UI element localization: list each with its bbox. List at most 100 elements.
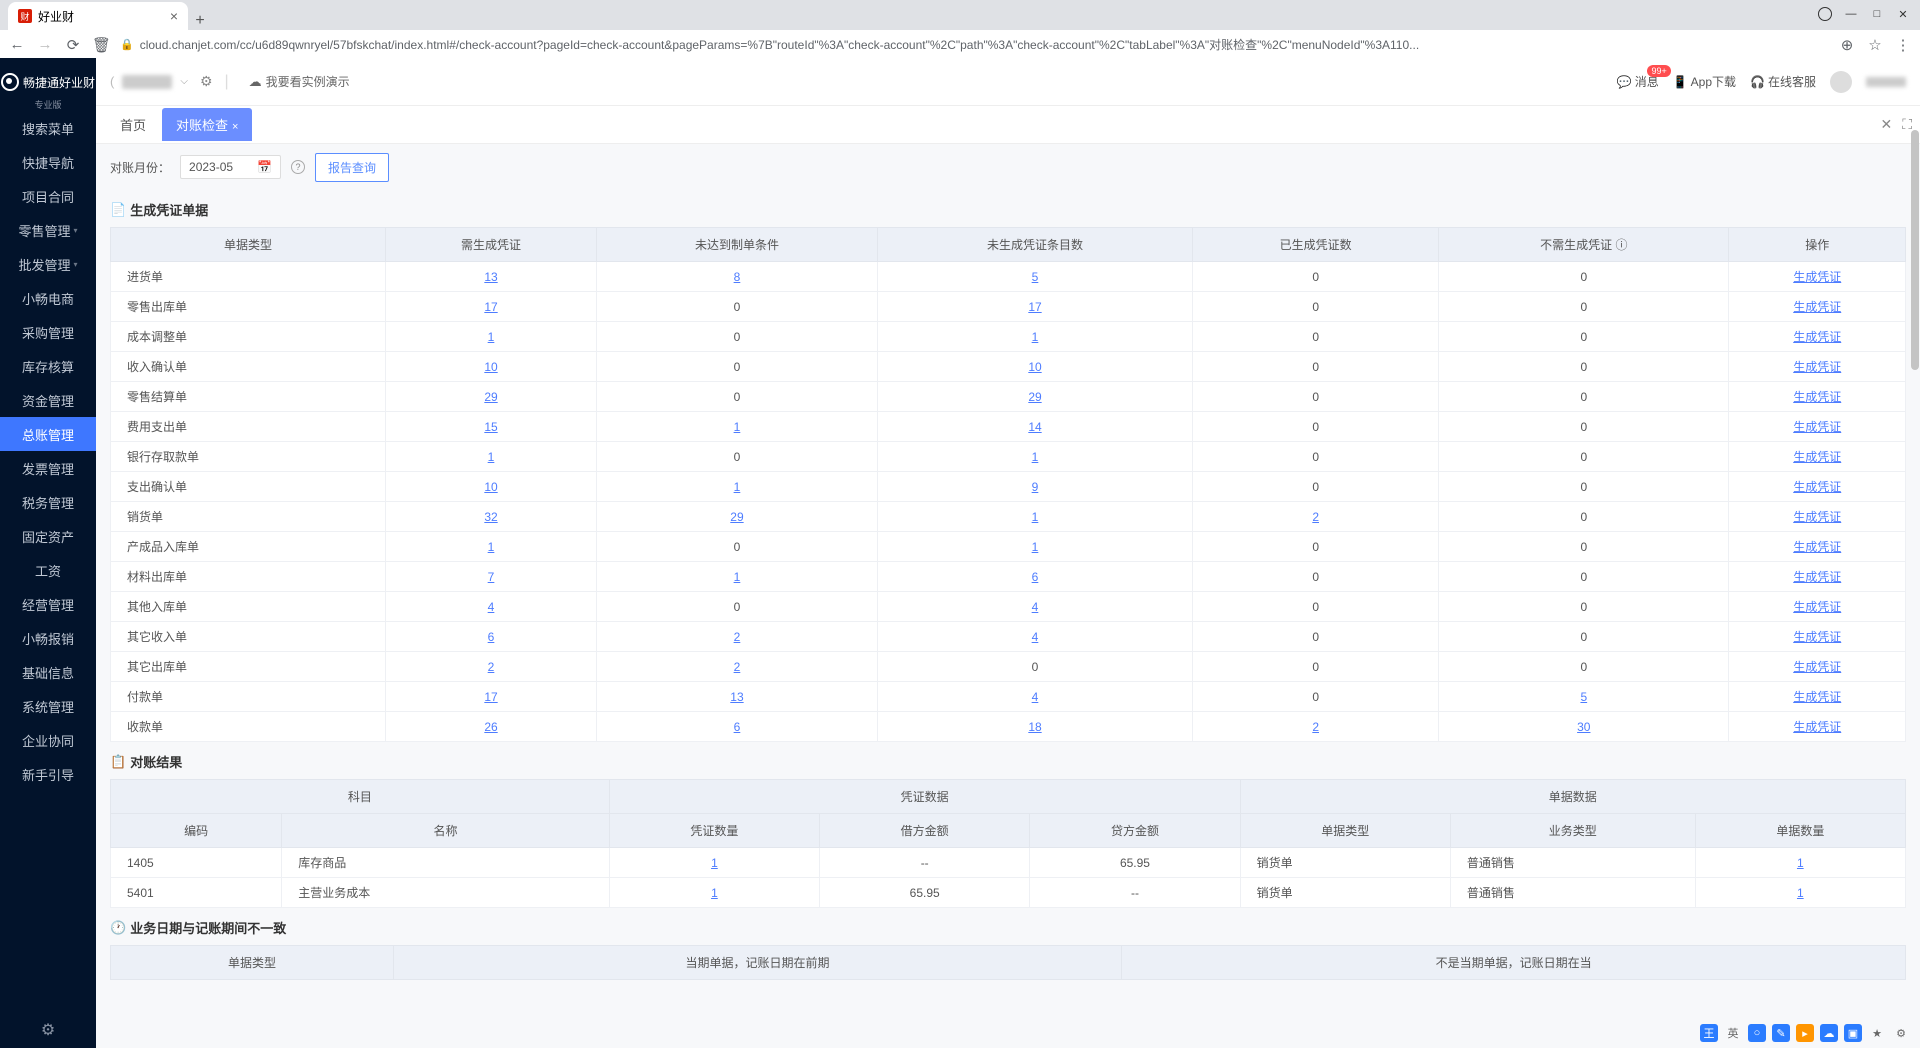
tray-icon-2[interactable]: ✎ bbox=[1772, 1024, 1790, 1042]
tab-close-icon[interactable]: × bbox=[170, 8, 178, 24]
count-link[interactable]: 1 bbox=[1032, 510, 1039, 524]
sidebar-item[interactable]: 库存核算 bbox=[0, 349, 96, 383]
count-link[interactable]: 4 bbox=[1032, 630, 1039, 644]
scrollbar-thumb[interactable] bbox=[1911, 130, 1919, 370]
count-link[interactable]: 29 bbox=[484, 390, 497, 404]
nav-delete-icon[interactable]: 🗑 bbox=[92, 36, 110, 54]
avatar[interactable] bbox=[1830, 71, 1852, 93]
tenant-select[interactable]: ( ⌵ bbox=[110, 74, 188, 89]
count-link[interactable]: 18 bbox=[1028, 720, 1041, 734]
tray-icon-3[interactable]: ▸ bbox=[1796, 1024, 1814, 1042]
generate-voucher-link[interactable]: 生成凭证 bbox=[1793, 570, 1841, 584]
tray-icon-1[interactable]: ○ bbox=[1748, 1024, 1766, 1042]
tray-icon-5[interactable]: ▣ bbox=[1844, 1024, 1862, 1042]
sidebar-item[interactable]: 零售管理 bbox=[0, 213, 96, 247]
count-link[interactable]: 10 bbox=[1028, 360, 1041, 374]
sidebar-settings-icon[interactable]: ⚙ bbox=[0, 1012, 96, 1048]
sidebar-item[interactable]: 基础信息 bbox=[0, 655, 96, 689]
sidebar-item[interactable]: 采购管理 bbox=[0, 315, 96, 349]
count-link[interactable]: 1 bbox=[1032, 330, 1039, 344]
browser-tab[interactable]: 财 好业财 × bbox=[8, 2, 188, 30]
service-button[interactable]: 🎧 在线客服 bbox=[1750, 73, 1816, 90]
tab-close-icon[interactable]: × bbox=[232, 121, 238, 133]
count-link[interactable]: 6 bbox=[734, 720, 741, 734]
generate-voucher-link[interactable]: 生成凭证 bbox=[1793, 510, 1841, 524]
window-close-icon[interactable]: ✕ bbox=[1892, 4, 1914, 24]
demo-link[interactable]: ☁ 我要看实例演示 bbox=[249, 73, 350, 90]
tray-lang-icon[interactable]: 英 bbox=[1724, 1024, 1742, 1042]
count-link[interactable]: 2 bbox=[734, 660, 741, 674]
help-icon[interactable]: ? bbox=[291, 160, 305, 174]
count-link[interactable]: 1 bbox=[734, 570, 741, 584]
count-link[interactable]: 7 bbox=[488, 570, 495, 584]
count-link[interactable]: 15 bbox=[484, 420, 497, 434]
generate-voucher-link[interactable]: 生成凭证 bbox=[1793, 450, 1841, 464]
generate-voucher-link[interactable]: 生成凭证 bbox=[1793, 390, 1841, 404]
tray-ime-icon[interactable]: 王 bbox=[1700, 1024, 1718, 1042]
sidebar-item[interactable]: 小畅报销 bbox=[0, 621, 96, 655]
count-link[interactable]: 13 bbox=[730, 690, 743, 704]
star-icon[interactable]: ☆ bbox=[1866, 36, 1884, 54]
url-box[interactable]: 🔒 cloud.chanjet.com/cc/u6d89qwnryel/57bf… bbox=[120, 36, 1828, 53]
count-link[interactable]: 4 bbox=[1032, 690, 1039, 704]
download-button[interactable]: 📱 App下载 bbox=[1673, 73, 1736, 90]
sidebar-item[interactable]: 项目合同 bbox=[0, 179, 96, 213]
tab-check-account[interactable]: 对账检查× bbox=[162, 108, 252, 141]
count-link[interactable]: 17 bbox=[1028, 300, 1041, 314]
tray-icon-7[interactable]: ⚙ bbox=[1892, 1024, 1910, 1042]
count-link[interactable]: 1 bbox=[488, 330, 495, 344]
count-link[interactable]: 4 bbox=[488, 600, 495, 614]
generate-voucher-link[interactable]: 生成凭证 bbox=[1793, 720, 1841, 734]
generate-voucher-link[interactable]: 生成凭证 bbox=[1793, 660, 1841, 674]
generate-voucher-link[interactable]: 生成凭证 bbox=[1793, 270, 1841, 284]
sidebar-item[interactable]: 系统管理 bbox=[0, 689, 96, 723]
count-link[interactable]: 2 bbox=[488, 660, 495, 674]
sidebar-item[interactable]: 企业协同 bbox=[0, 723, 96, 757]
count-link[interactable]: 14 bbox=[1028, 420, 1041, 434]
count-link[interactable]: 1 bbox=[734, 420, 741, 434]
count-link[interactable]: 9 bbox=[1032, 480, 1039, 494]
count-link[interactable]: 1 bbox=[1032, 540, 1039, 554]
generate-voucher-link[interactable]: 生成凭证 bbox=[1793, 420, 1841, 434]
count-link[interactable]: 26 bbox=[484, 720, 497, 734]
nav-back-icon[interactable]: ← bbox=[8, 36, 26, 53]
count-link[interactable]: 5 bbox=[1580, 690, 1587, 704]
count-link[interactable]: 10 bbox=[484, 360, 497, 374]
count-link[interactable]: 2 bbox=[1312, 510, 1319, 524]
nav-forward-icon[interactable]: → bbox=[36, 36, 54, 53]
sidebar-item[interactable]: 搜索菜单 bbox=[0, 111, 96, 145]
sidebar-item[interactable]: 税务管理 bbox=[0, 485, 96, 519]
report-query-button[interactable]: 报告查询 bbox=[315, 153, 389, 182]
sidebar-item[interactable]: 发票管理 bbox=[0, 451, 96, 485]
count-link[interactable]: 2 bbox=[1312, 720, 1319, 734]
generate-voucher-link[interactable]: 生成凭证 bbox=[1793, 300, 1841, 314]
sidebar-item[interactable]: 小畅电商 bbox=[0, 281, 96, 315]
generate-voucher-link[interactable]: 生成凭证 bbox=[1793, 480, 1841, 494]
count-link[interactable]: 32 bbox=[484, 510, 497, 524]
count-link[interactable]: 13 bbox=[484, 270, 497, 284]
scrollbar[interactable] bbox=[1910, 130, 1920, 1048]
new-tab-button[interactable]: + bbox=[188, 12, 212, 30]
generate-voucher-link[interactable]: 生成凭证 bbox=[1793, 330, 1841, 344]
sidebar-item[interactable]: 新手引导 bbox=[0, 757, 96, 791]
sidebar-item[interactable]: 经营管理 bbox=[0, 587, 96, 621]
generate-voucher-link[interactable]: 生成凭证 bbox=[1793, 540, 1841, 554]
sidebar-item[interactable]: 资金管理 bbox=[0, 383, 96, 417]
sidebar-item[interactable]: 固定资产 bbox=[0, 519, 96, 553]
generate-voucher-link[interactable]: 生成凭证 bbox=[1793, 630, 1841, 644]
sidebar-item[interactable]: 快捷导航 bbox=[0, 145, 96, 179]
count-link[interactable]: 1 bbox=[711, 886, 718, 900]
sidebar-item[interactable]: 工资 bbox=[0, 553, 96, 587]
count-link[interactable]: 30 bbox=[1577, 720, 1590, 734]
count-link[interactable]: 1 bbox=[488, 450, 495, 464]
count-link[interactable]: 2 bbox=[734, 630, 741, 644]
month-input[interactable]: 2023-05 📅 bbox=[180, 155, 281, 179]
count-link[interactable]: 6 bbox=[488, 630, 495, 644]
tabs-close-all-icon[interactable]: ✕ bbox=[1880, 116, 1892, 133]
gear-icon[interactable]: ⚙ bbox=[200, 73, 213, 90]
count-link[interactable]: 17 bbox=[484, 300, 497, 314]
count-link[interactable]: 29 bbox=[1028, 390, 1041, 404]
count-link[interactable]: 8 bbox=[734, 270, 741, 284]
count-link[interactable]: 1 bbox=[1032, 450, 1039, 464]
window-settings-icon[interactable] bbox=[1814, 4, 1836, 24]
